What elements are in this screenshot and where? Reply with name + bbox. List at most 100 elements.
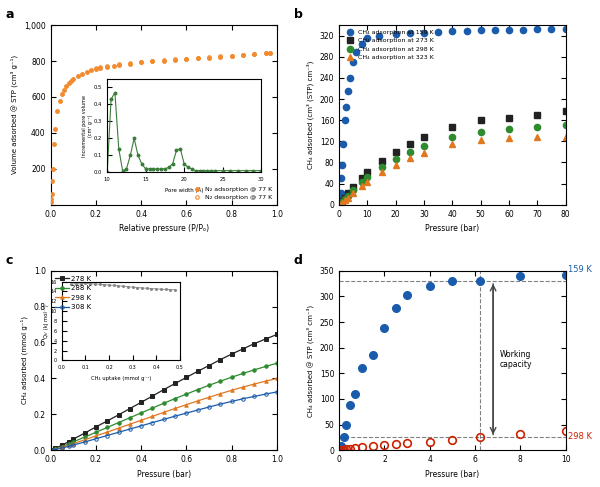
- CH₄ adsorption at 159 K: [353, 49, 360, 55]
- 298 K: [149, 413, 156, 419]
- CH₄ adsorption at 159 K: [505, 27, 512, 33]
- 278 K: [126, 406, 133, 412]
- CH₄ adsorption at 159 K: [533, 26, 541, 32]
- 278 K: [239, 346, 247, 352]
- 298 K: [183, 402, 190, 408]
- N₂ adsorption @ 77 K: [65, 80, 73, 86]
- 288 K: [205, 382, 212, 388]
- N₂ desorption @ 77 K: [160, 57, 167, 63]
- CH₄ adsorption at 323 K: [350, 190, 357, 196]
- CH₄ adsorption at 159 K: [548, 26, 555, 32]
- 308 K: [262, 391, 269, 397]
- 308 K: [104, 432, 111, 438]
- CH₄ adsorption at 159 K: [463, 28, 470, 34]
- N₂ adsorption @ 77 K: [92, 66, 100, 72]
- N₂ adsorption @ 77 K: [251, 52, 258, 57]
- Line: CH₄ adsorption at 159 K: CH₄ adsorption at 159 K: [337, 26, 569, 206]
- 308 K: [251, 393, 258, 399]
- CH₄ adsorption at 159 K: [375, 33, 382, 38]
- N₂ adsorption @ 77 K: [61, 87, 68, 93]
- N₂ desorption @ 77 K: [104, 63, 111, 69]
- CH₄ adsorption at 298 K: [338, 199, 346, 205]
- 308 K: [228, 398, 235, 404]
- Legend: N₂ adsorption @ 77 K, N₂ desorption @ 77 K: N₂ adsorption @ 77 K, N₂ desorption @ 77…: [190, 185, 274, 202]
- 288 K: [274, 360, 281, 366]
- 278 K: [81, 431, 88, 436]
- 298 K: [172, 406, 179, 412]
- CH₄ adsorption at 273 K: [477, 117, 484, 123]
- CH₄ adsorption at 159 K: [340, 141, 347, 147]
- Text: Working
capacity: Working capacity: [500, 350, 532, 369]
- 308 K: [70, 442, 77, 448]
- 308 K: [81, 439, 88, 445]
- CH₄ adsorption at 159 K: [392, 31, 400, 37]
- 298 K: [104, 429, 111, 435]
- CH₄ adsorption at 159 K: [520, 27, 527, 33]
- 308 K: [65, 443, 73, 449]
- CH₄ adsorption at 159 K: [421, 30, 428, 36]
- CH₄ adsorption at 273 K: [341, 195, 349, 201]
- CH₄ adsorption at 159 K: [364, 36, 371, 41]
- CH₄ adsorption at 273 K: [364, 169, 371, 175]
- 288 K: [137, 410, 145, 416]
- CH₄ adsorption at 298 K: [533, 124, 541, 130]
- N₂ desorption @ 77 K: [205, 54, 212, 60]
- CH₄ adsorption at 159 K: [434, 29, 442, 35]
- 288 K: [52, 446, 59, 452]
- 298 K: [274, 375, 281, 381]
- 278 K: [137, 399, 145, 405]
- N₂ adsorption @ 77 K: [79, 71, 86, 76]
- N₂ desorption @ 77 K: [92, 65, 100, 71]
- N₂ adsorption @ 77 K: [266, 50, 274, 56]
- CH₄ adsorption at 159 K: [562, 26, 569, 32]
- CH₄ adsorption at 323 K: [477, 137, 484, 143]
- N₂ adsorption @ 77 K: [74, 73, 82, 79]
- 288 K: [172, 395, 179, 401]
- 298 K: [65, 442, 73, 448]
- 278 K: [160, 387, 167, 393]
- 298 K: [126, 421, 133, 427]
- N₂ adsorption @ 77 K: [49, 166, 56, 172]
- 298 K: [262, 378, 269, 384]
- 278 K: [149, 393, 156, 399]
- 308 K: [126, 426, 133, 432]
- 278 K: [228, 351, 235, 357]
- CH₄ adsorption at 159 K: [338, 162, 346, 168]
- N₂ adsorption @ 77 K: [149, 58, 156, 64]
- N₂ adsorption @ 77 K: [228, 53, 235, 59]
- CH₄ adsorption at 273 K: [358, 175, 365, 181]
- 288 K: [228, 375, 235, 380]
- 308 K: [115, 430, 122, 435]
- N₂ desorption @ 77 K: [251, 51, 258, 57]
- 278 K: [104, 418, 111, 424]
- Text: 298 K: 298 K: [568, 432, 592, 441]
- 308 K: [239, 396, 247, 402]
- N₂ desorption @ 77 K: [194, 55, 202, 61]
- 288 K: [239, 371, 247, 376]
- 278 K: [52, 446, 59, 451]
- CH₄ adsorption at 159 K: [337, 196, 344, 202]
- N₂ adsorption @ 77 K: [63, 83, 70, 89]
- 298 K: [239, 384, 247, 390]
- 278 K: [92, 424, 100, 430]
- 288 K: [126, 415, 133, 421]
- 308 K: [172, 413, 179, 419]
- X-axis label: Pressure (bar): Pressure (bar): [137, 469, 191, 479]
- 288 K: [160, 400, 167, 406]
- Legend: 278 K, 288 K, 298 K, 308 K: 278 K, 288 K, 298 K, 308 K: [54, 274, 93, 311]
- 288 K: [81, 434, 88, 440]
- X-axis label: Pressure (bar): Pressure (bar): [425, 224, 479, 233]
- CH₄ adsorption at 298 K: [358, 180, 365, 186]
- N₂ adsorption @ 77 K: [49, 178, 56, 184]
- CH₄ adsorption at 298 K: [477, 129, 484, 135]
- 298 K: [217, 391, 224, 396]
- CH₄ adsorption at 298 K: [364, 174, 371, 180]
- CH₄ adsorption at 273 K: [421, 134, 428, 140]
- 308 K: [194, 407, 202, 413]
- CH₄ adsorption at 159 K: [350, 59, 357, 65]
- 308 K: [183, 410, 190, 416]
- N₂ adsorption @ 77 K: [88, 68, 95, 74]
- CH₄ adsorption at 159 K: [491, 27, 499, 33]
- N₂ desorption @ 77 K: [217, 54, 224, 59]
- N₂ desorption @ 77 K: [172, 56, 179, 62]
